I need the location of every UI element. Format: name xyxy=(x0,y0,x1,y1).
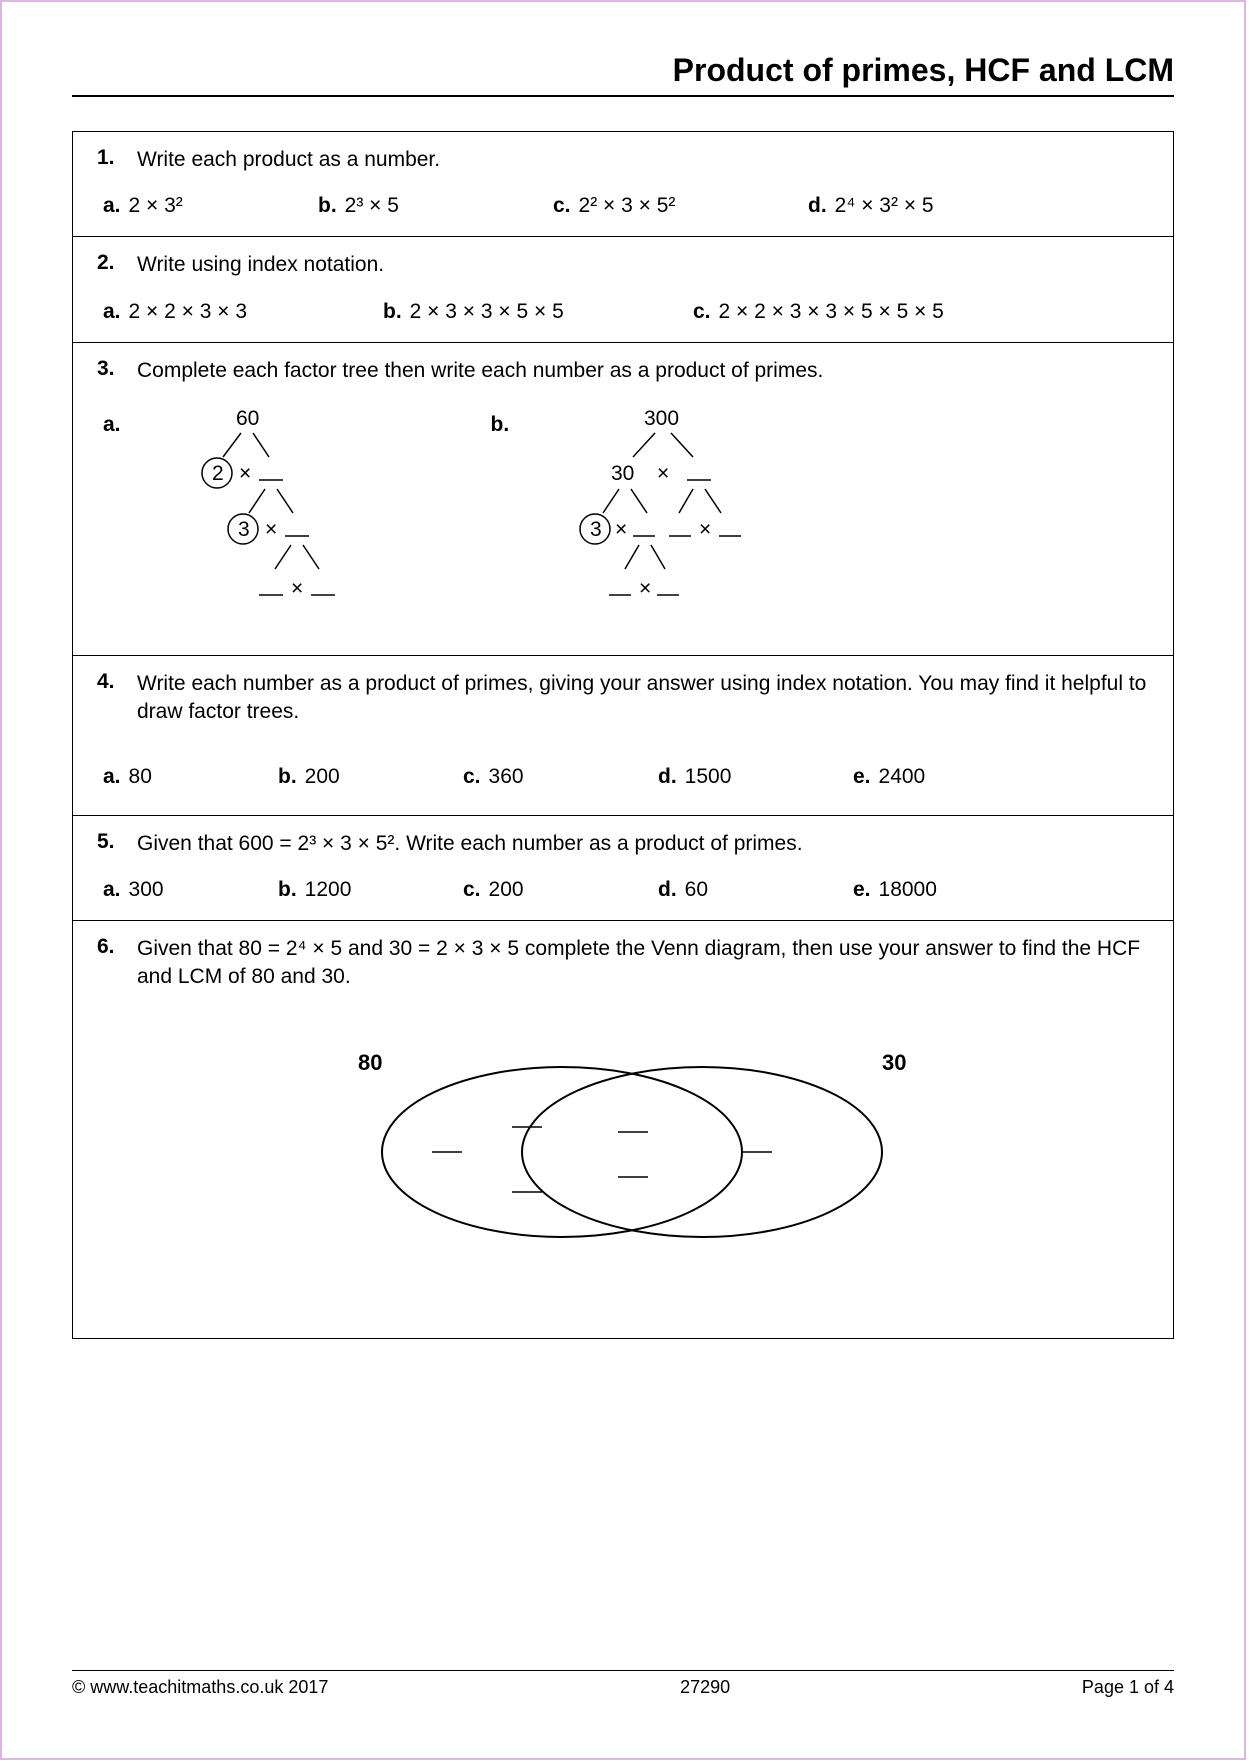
tree-a-root: 60 xyxy=(236,407,259,430)
q6-number: 6. xyxy=(97,935,121,992)
q5e-lbl: e. xyxy=(853,878,871,902)
svg-text:×: × xyxy=(699,518,711,541)
q4e-lbl: e. xyxy=(853,765,871,789)
factor-tree-b-svg: 300 30 × 3 × xyxy=(529,405,829,625)
q4d-val: 1500 xyxy=(685,765,732,789)
venn-right-label: 30 xyxy=(882,1050,906,1075)
q6-text: Given that 80 = 2⁴ × 5 and 30 = 2 × 3 × … xyxy=(137,935,1147,992)
tree-b-30: 30 xyxy=(611,462,634,485)
q5b-lbl: b. xyxy=(278,878,297,902)
q4-text: Write each number as a product of primes… xyxy=(137,670,1147,727)
q2-number: 2. xyxy=(97,251,121,279)
q3-text: Complete each factor tree then write eac… xyxy=(137,357,1147,385)
q4a-lbl: a. xyxy=(103,765,121,789)
q2a-lbl: a. xyxy=(103,300,121,324)
q1b-val: 2³ × 5 xyxy=(345,194,399,218)
question-3: 3. Complete each factor tree then write … xyxy=(73,343,1173,656)
worksheet: 1. Write each product as a number. a. 2 ×… xyxy=(72,131,1174,1339)
footer-page: Page 1 of 4 xyxy=(1082,1677,1174,1698)
q1a-val: 2 × 3² xyxy=(129,194,183,218)
q3a-lbl: a. xyxy=(103,405,121,625)
q2c-val: 2 × 2 × 3 × 3 × 5 × 5 × 5 xyxy=(719,300,944,324)
q1d-lbl: d. xyxy=(808,194,827,218)
svg-text:×: × xyxy=(291,577,303,600)
q3-tree-a: a. 60 2 × 3 xyxy=(103,405,371,625)
svg-text:×: × xyxy=(239,462,251,485)
question-4: 4. Write each number as a product of pri… xyxy=(73,656,1173,816)
q1d-val: 2⁴ × 3² × 5 xyxy=(835,194,934,218)
tree-a-2: 2 xyxy=(212,462,224,485)
q5d-lbl: d. xyxy=(658,878,677,902)
q4b-lbl: b. xyxy=(278,765,297,789)
question-1: 1. Write each product as a number. a. 2 ×… xyxy=(73,132,1173,237)
footer: © www.teachitmaths.co.uk 2017 27290 Page… xyxy=(72,1670,1174,1698)
q4e-val: 2400 xyxy=(879,765,926,789)
svg-text:×: × xyxy=(657,462,669,485)
q2b-val: 2 × 3 × 3 × 5 × 5 xyxy=(410,300,564,324)
page: Product of primes, HCF and LCM 1. Write … xyxy=(2,2,1244,1369)
page-title: Product of primes, HCF and LCM xyxy=(72,52,1174,89)
page-border: Product of primes, HCF and LCM 1. Write … xyxy=(0,0,1246,1760)
q5c-lbl: c. xyxy=(463,878,481,902)
factor-tree-a-svg: 60 2 × 3 × xyxy=(141,405,371,625)
svg-text:×: × xyxy=(615,518,627,541)
footer-code: 27290 xyxy=(680,1677,730,1698)
q1c-lbl: c. xyxy=(553,194,571,218)
svg-text:×: × xyxy=(265,518,277,541)
title-rule: Product of primes, HCF and LCM xyxy=(72,52,1174,97)
q2c-lbl: c. xyxy=(693,300,711,324)
q1-text: Write each product as a number. xyxy=(137,146,1147,174)
venn-svg: 80 30 xyxy=(302,1032,942,1262)
question-6: 6. Given that 80 = 2⁴ × 5 and 30 = 2 × 3… xyxy=(73,921,1173,1338)
tree-b-root: 300 xyxy=(644,407,679,430)
q4c-val: 360 xyxy=(489,765,524,789)
q5a-lbl: a. xyxy=(103,878,121,902)
q1a-lbl: a. xyxy=(103,194,121,218)
q5-text: Given that 600 = 2³ × 3 × 5². Write each… xyxy=(137,830,1147,858)
svg-text:×: × xyxy=(639,577,651,600)
footer-copyright: © www.teachitmaths.co.uk 2017 xyxy=(72,1677,328,1698)
q2b-lbl: b. xyxy=(383,300,402,324)
q1b-lbl: b. xyxy=(318,194,337,218)
q3-tree-b: b. 300 30 × xyxy=(491,405,830,625)
q5a-val: 300 xyxy=(129,878,164,902)
tree-b-3: 3 xyxy=(590,518,602,541)
q4d-lbl: d. xyxy=(658,765,677,789)
q3b-lbl: b. xyxy=(491,405,510,625)
q2a-val: 2 × 2 × 3 × 3 xyxy=(129,300,248,324)
question-2: 2. Write using index notation. a. 2 × 2 ×… xyxy=(73,237,1173,342)
q5c-val: 200 xyxy=(489,878,524,902)
tree-a-3: 3 xyxy=(238,518,250,541)
venn-left-label: 80 xyxy=(358,1050,382,1075)
question-5: 5. Given that 600 = 2³ × 3 × 5². Write e… xyxy=(73,816,1173,921)
q5d-val: 60 xyxy=(685,878,708,902)
q4b-val: 200 xyxy=(305,765,340,789)
q4a-val: 80 xyxy=(129,765,152,789)
q2-text: Write using index notation. xyxy=(137,251,1147,279)
q4c-lbl: c. xyxy=(463,765,481,789)
q3-number: 3. xyxy=(97,357,121,385)
venn-diagram: 80 30 xyxy=(97,1032,1147,1268)
q5-number: 5. xyxy=(97,830,121,858)
q5b-val: 1200 xyxy=(305,878,352,902)
q1c-val: 2² × 3 × 5² xyxy=(579,194,676,218)
q1-number: 1. xyxy=(97,146,121,174)
q5e-val: 18000 xyxy=(879,878,937,902)
q4-number: 4. xyxy=(97,670,121,727)
